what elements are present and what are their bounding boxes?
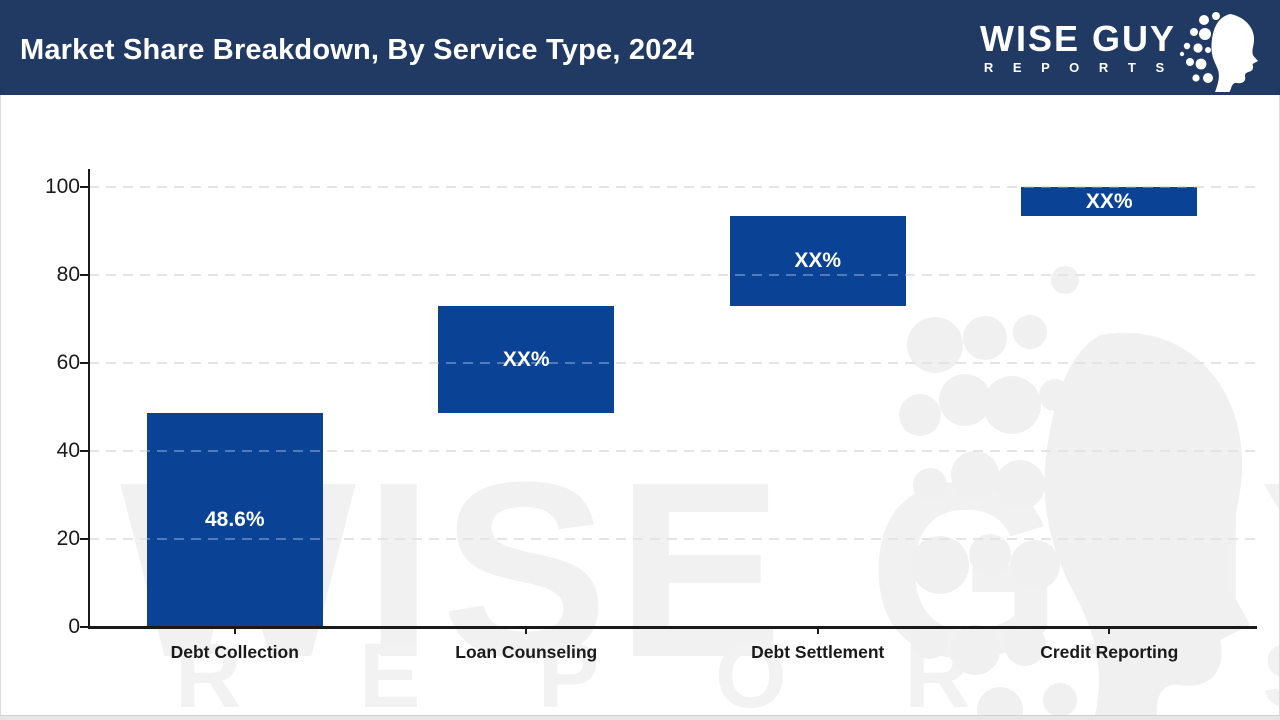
y-tick-label: 60 xyxy=(56,351,80,374)
logo-subtitle: R E P O R T S xyxy=(983,60,1173,75)
header-bar: Market Share Breakdown, By Service Type,… xyxy=(0,0,1280,95)
page-title: Market Share Breakdown, By Service Type,… xyxy=(20,34,695,66)
chart-area: WISE GUY R E P O R T S 02040608010048.6%… xyxy=(0,95,1280,720)
x-category-label: Loan Counseling xyxy=(455,642,598,662)
wiseguy-logo: WISE GUY R E P O R T S xyxy=(980,6,1264,92)
gridline xyxy=(89,538,1255,540)
y-tick-mark xyxy=(80,362,89,364)
bar-value-label: XX% xyxy=(794,249,842,273)
y-tick-label: 100 xyxy=(44,175,80,198)
x-tick-mark xyxy=(1108,627,1111,634)
y-tick-mark xyxy=(80,538,89,540)
logo-wordmark: WISE GUY xyxy=(979,18,1176,59)
logo-head-icon xyxy=(1179,12,1258,92)
gridline xyxy=(89,362,1255,364)
gridline-overlay xyxy=(89,186,1255,188)
gridline-overlay xyxy=(89,362,1255,364)
gridline-overlay xyxy=(89,274,1255,276)
x-category-label: Debt Collection xyxy=(170,642,299,662)
y-tick-mark xyxy=(80,274,89,276)
x-tick-mark xyxy=(525,627,528,634)
y-tick-label: 40 xyxy=(56,439,80,462)
x-category-label: Debt Settlement xyxy=(751,642,885,662)
left-edge-border xyxy=(0,95,1,720)
bar-value-label: XX% xyxy=(502,347,550,371)
bar-loan-counseling xyxy=(438,306,615,414)
gridline xyxy=(89,450,1255,452)
y-tick-label: 20 xyxy=(56,527,80,550)
gridline xyxy=(89,274,1255,276)
y-tick-mark xyxy=(80,450,89,452)
bar-debt-collection xyxy=(146,413,323,627)
x-category-label: Credit Reporting xyxy=(1040,642,1179,662)
bar-debt-settlement xyxy=(729,216,906,307)
gridline xyxy=(89,186,1255,188)
y-tick-mark xyxy=(80,186,89,188)
x-tick-mark xyxy=(816,627,819,634)
x-tick-mark xyxy=(233,627,236,634)
x-axis-line xyxy=(88,626,1257,629)
gridline-overlay xyxy=(89,538,1255,540)
y-tick-label: 80 xyxy=(56,263,80,286)
bottom-strip xyxy=(0,715,1280,720)
y-tick-mark xyxy=(80,626,89,628)
gridline-overlay xyxy=(89,450,1255,452)
bar-value-label: 48.6% xyxy=(204,508,265,532)
logo-text: WISE GUY R E P O R T S xyxy=(980,20,1176,76)
watermark-head-icon xyxy=(899,266,1250,720)
y-tick-label: 0 xyxy=(68,615,80,638)
bar-credit-reporting xyxy=(1021,187,1198,217)
bar-value-label: XX% xyxy=(1085,189,1133,213)
y-axis-line xyxy=(88,169,90,629)
